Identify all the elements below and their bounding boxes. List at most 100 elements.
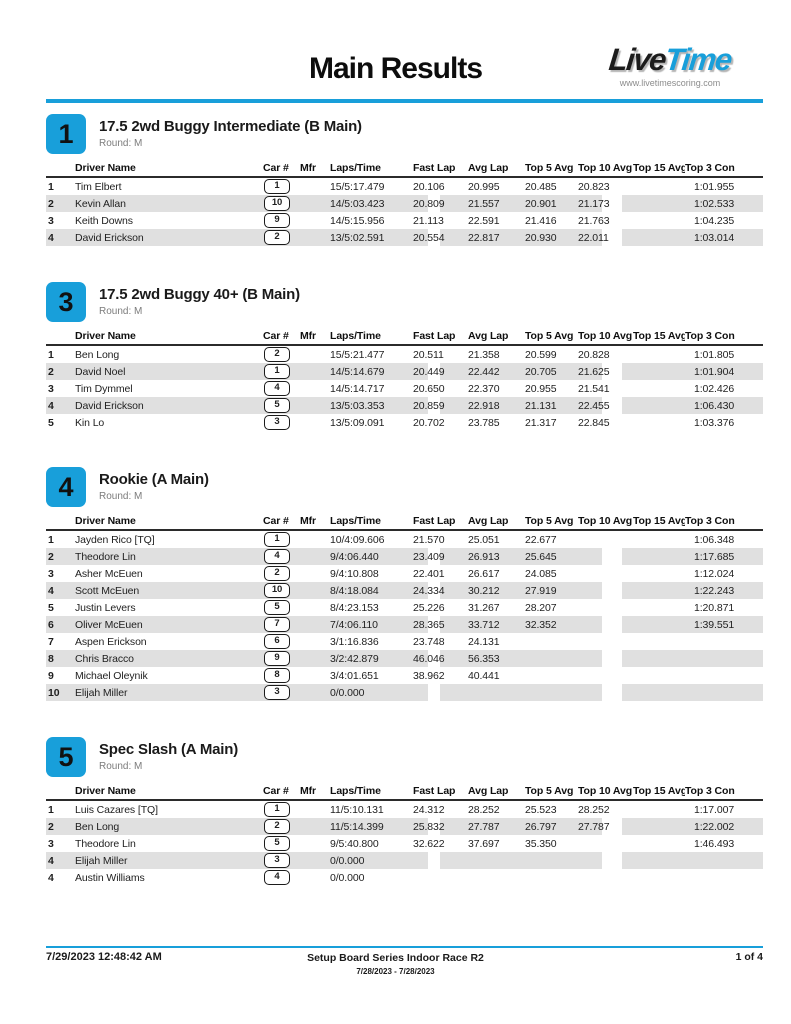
fast-lap-cell: 22.401 xyxy=(413,567,445,580)
top5-avg-cell: 20.705 xyxy=(525,365,557,378)
laps-time-cell: 3/2:42.879 xyxy=(330,652,379,665)
table-row: 8 Chris Bracco 9 3/2:42.879 46.046 56.35… xyxy=(46,650,763,667)
top5-avg-cell: 35.350 xyxy=(525,837,557,850)
top5-avg-cell: 21.317 xyxy=(525,416,557,429)
car-number-cell: 2 xyxy=(263,347,300,362)
table-row: 7 Aspen Erickson 6 3/1:16.836 23.748 24.… xyxy=(46,633,763,650)
generated-timestamp: 7/29/2023 12:48:42 AM xyxy=(46,951,162,963)
footer-center: Setup Board Series Indoor Race R2 7/28/2… xyxy=(0,952,791,976)
position-cell: 4 xyxy=(48,399,54,412)
avg-lap-cell: 25.051 xyxy=(468,533,500,546)
table-row: 1 Luis Cazares [TQ] 1 11/5:10.131 24.312… xyxy=(46,801,763,818)
top3-con-cell: 1:46.493 xyxy=(694,837,735,850)
column-header: Fast Lap xyxy=(413,330,456,342)
table-rows: 1 Tim Elbert 1 15/5:17.479 20.106 20.995… xyxy=(46,178,763,246)
avg-lap-cell: 27.787 xyxy=(468,820,500,833)
table-rows: 1 Jayden Rico [TQ] 1 10/4:09.606 21.570 … xyxy=(46,531,763,701)
column-header: Avg Lap xyxy=(468,162,509,174)
avg-lap-cell: 22.591 xyxy=(468,214,500,227)
column-header: Top 3 Con xyxy=(685,785,735,797)
car-number-cell: 4 xyxy=(263,381,300,396)
car-number-badge: 1 xyxy=(264,532,290,547)
column-header: Top 15 Avg xyxy=(633,330,685,342)
driver-name-cell: David Erickson xyxy=(75,231,144,244)
fast-lap-cell: 21.113 xyxy=(413,214,444,227)
position-cell: 6 xyxy=(48,618,54,631)
top5-avg-cell: 21.131 xyxy=(525,399,557,412)
avg-lap-cell: 22.918 xyxy=(468,399,500,412)
laps-time-cell: 10/4:09.606 xyxy=(330,533,385,546)
laps-time-cell: 13/5:02.591 xyxy=(330,231,385,244)
laps-time-cell: 3/4:01.651 xyxy=(330,669,379,682)
car-number-cell: 1 xyxy=(263,364,300,379)
column-header: Driver Name xyxy=(75,785,136,797)
avg-lap-cell: 30.212 xyxy=(468,584,500,597)
car-number-cell: 9 xyxy=(263,651,300,666)
race-section: 4 Rookie (A Main) Round: M Driver Name Ca… xyxy=(46,467,763,701)
fast-lap-cell: 23.409 xyxy=(413,550,445,563)
position-cell: 1 xyxy=(48,533,54,546)
section-number-badge: 4 xyxy=(46,467,86,507)
laps-time-cell: 8/4:23.153 xyxy=(330,601,379,614)
table-rows: 1 Luis Cazares [TQ] 1 11/5:10.131 24.312… xyxy=(46,801,763,886)
top5-avg-cell: 25.645 xyxy=(525,550,557,563)
top3-con-cell: 1:17.007 xyxy=(694,803,735,816)
laps-time-cell: 9/4:10.808 xyxy=(330,567,379,580)
top10-avg-cell: 21.173 xyxy=(578,197,610,210)
avg-lap-cell: 20.995 xyxy=(468,180,500,193)
column-header: Mfr xyxy=(300,330,317,342)
top3-con-cell: 1:01.904 xyxy=(694,365,735,378)
page-title: Main Results xyxy=(308,52,483,85)
top5-avg-cell: 26.797 xyxy=(525,820,557,833)
position-cell: 3 xyxy=(48,837,54,850)
section-round-label: Round: M xyxy=(99,138,143,149)
column-header: Laps/Time xyxy=(330,162,381,174)
column-header: Car # xyxy=(263,162,289,174)
top10-avg-cell: 22.845 xyxy=(578,416,610,429)
driver-name-cell: Kin Lo xyxy=(75,416,105,429)
car-number-cell: 5 xyxy=(263,836,300,851)
laps-time-cell: 8/4:18.084 xyxy=(330,584,379,597)
laps-time-cell: 3/1:16.836 xyxy=(330,635,379,648)
column-header: Car # xyxy=(263,330,289,342)
car-number-badge: 10 xyxy=(264,583,290,598)
driver-name-cell: Elijah Miller xyxy=(75,686,128,699)
section-round-label: Round: M xyxy=(99,761,143,772)
position-cell: 4 xyxy=(48,854,54,867)
section-title: 17.5 2wd Buggy 40+ (B Main) xyxy=(99,286,300,303)
section-titles: 17.5 2wd Buggy 40+ (B Main) Round: M xyxy=(99,282,300,322)
driver-name-cell: Austin Williams xyxy=(75,871,145,884)
table-row: 4 David Erickson 5 13/5:03.353 20.859 22… xyxy=(46,397,763,414)
section-header: 1 17.5 2wd Buggy Intermediate (B Main) R… xyxy=(46,114,763,154)
section-number-badge: 3 xyxy=(46,282,86,322)
section-number: 1 xyxy=(58,118,74,149)
avg-lap-cell: 21.358 xyxy=(468,348,500,361)
column-header: Mfr xyxy=(300,162,317,174)
table-row: 1 Tim Elbert 1 15/5:17.479 20.106 20.995… xyxy=(46,178,763,195)
top5-avg-cell: 20.955 xyxy=(525,382,557,395)
driver-name-cell: Oliver McEuen xyxy=(75,618,143,631)
top3-con-cell: 1:39.551 xyxy=(694,618,735,631)
car-number-badge: 3 xyxy=(264,685,290,700)
car-number-badge: 3 xyxy=(264,853,290,868)
section-number-badge: 5 xyxy=(46,737,86,777)
laps-time-cell: 14/5:14.717 xyxy=(330,382,385,395)
top3-con-cell: 1:06.430 xyxy=(694,399,735,412)
car-number-badge: 5 xyxy=(264,836,290,851)
top10-avg-cell: 22.011 xyxy=(578,231,609,244)
sections-container: 1 17.5 2wd Buggy Intermediate (B Main) R… xyxy=(46,114,763,922)
driver-name-cell: Jayden Rico [TQ] xyxy=(75,533,155,546)
position-cell: 4 xyxy=(48,231,54,244)
table-row: 3 Asher McEuen 2 9/4:10.808 22.401 26.61… xyxy=(46,565,763,582)
page-number: 1 of 4 xyxy=(735,951,763,963)
driver-name-cell: Elijah Miller xyxy=(75,854,128,867)
top5-avg-cell: 22.677 xyxy=(525,533,557,546)
column-header: Top 5 Avg xyxy=(525,330,574,342)
column-header: Avg Lap xyxy=(468,785,509,797)
car-number-badge: 10 xyxy=(264,196,290,211)
avg-lap-cell: 26.913 xyxy=(468,550,500,563)
position-cell: 2 xyxy=(48,365,54,378)
position-cell: 1 xyxy=(48,348,54,361)
table-row: 4 Elijah Miller 3 0/0.000 xyxy=(46,852,763,869)
car-number-badge: 4 xyxy=(264,870,290,885)
